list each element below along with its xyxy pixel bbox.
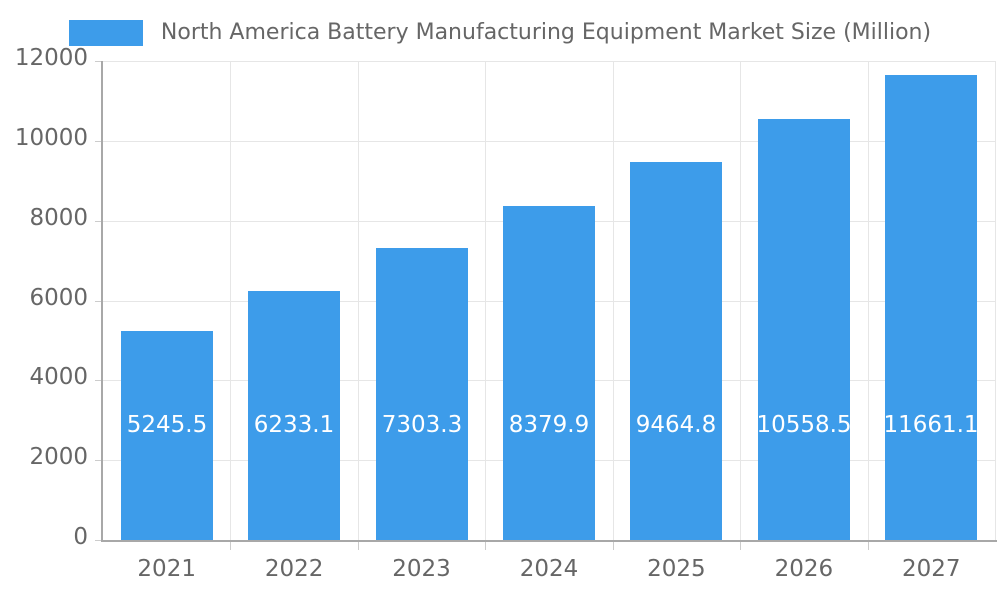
gridline-vertical	[740, 61, 741, 540]
chart-legend: North America Battery Manufacturing Equi…	[0, 12, 1000, 54]
gridline-vertical	[358, 61, 359, 540]
x-axis-tick-mark	[740, 542, 741, 550]
gridline-vertical	[230, 61, 231, 540]
y-axis-tick-mark	[95, 61, 102, 62]
y-axis-tick-mark	[95, 380, 102, 381]
bar-value-label: 7303.3	[381, 412, 463, 438]
x-axis-tick-label: 2025	[647, 556, 706, 582]
bar[interactable]	[376, 248, 468, 540]
bar-value-label: 11661.1	[883, 412, 979, 438]
gridline-vertical	[485, 61, 486, 540]
bar-value-label: 8379.9	[508, 412, 590, 438]
y-axis-tick-mark	[95, 141, 102, 142]
x-axis-tick-label: 2027	[902, 556, 961, 582]
gridline-vertical	[868, 61, 869, 540]
bar[interactable]	[503, 206, 595, 540]
y-axis-tick-mark	[95, 301, 102, 302]
y-axis-tick-label: 6000	[29, 284, 88, 311]
y-axis-tick-label: 8000	[29, 204, 88, 231]
y-axis-tick-label: 0	[73, 524, 88, 550]
y-axis-tick-label: 12000	[14, 45, 88, 71]
x-axis-tick-label: 2024	[519, 556, 579, 582]
y-axis-line	[101, 61, 103, 542]
y-axis-tick-label: 10000	[14, 124, 88, 151]
x-axis-tick-mark	[358, 542, 359, 550]
gridline-horizontal	[103, 61, 995, 62]
x-axis-tick-mark	[868, 542, 869, 550]
x-axis-tick-label: 2023	[392, 556, 451, 582]
bar-value-label: 5245.5	[126, 412, 208, 438]
x-axis-line	[101, 540, 997, 542]
y-axis-tick-mark	[95, 540, 102, 541]
x-axis-tick-mark	[485, 542, 486, 550]
x-axis-tick-label: 2021	[137, 556, 196, 582]
bar[interactable]	[248, 291, 340, 540]
bar[interactable]	[121, 331, 213, 540]
plot-area: 5245.5 6233.1 7303.3 8379.9 9464.8 10558.5 116…	[103, 61, 996, 540]
gridline-horizontal	[103, 141, 995, 142]
legend-label: North America Battery Manufacturing Equi…	[160, 20, 932, 45]
y-axis-tick-label: 2000	[29, 444, 88, 471]
x-axis-tick-label: 2022	[264, 556, 324, 582]
x-axis-tick-label: 2026	[774, 556, 834, 582]
y-axis-tick-mark	[95, 221, 102, 222]
y-axis-tick-mark	[95, 460, 102, 461]
gridline-vertical	[613, 61, 614, 540]
bar-value-label: 6233.1	[253, 412, 335, 438]
y-axis-tick-label: 4000	[29, 364, 88, 391]
x-axis-tick-mark	[230, 542, 231, 550]
bar-value-label: 9464.8	[635, 412, 717, 438]
bar[interactable]	[630, 162, 722, 540]
bar[interactable]	[885, 75, 977, 540]
x-axis-tick-mark	[613, 542, 614, 550]
bar-value-label: 10558.5	[756, 412, 852, 438]
bar[interactable]	[758, 119, 850, 540]
legend-color-swatch[interactable]	[68, 20, 143, 46]
